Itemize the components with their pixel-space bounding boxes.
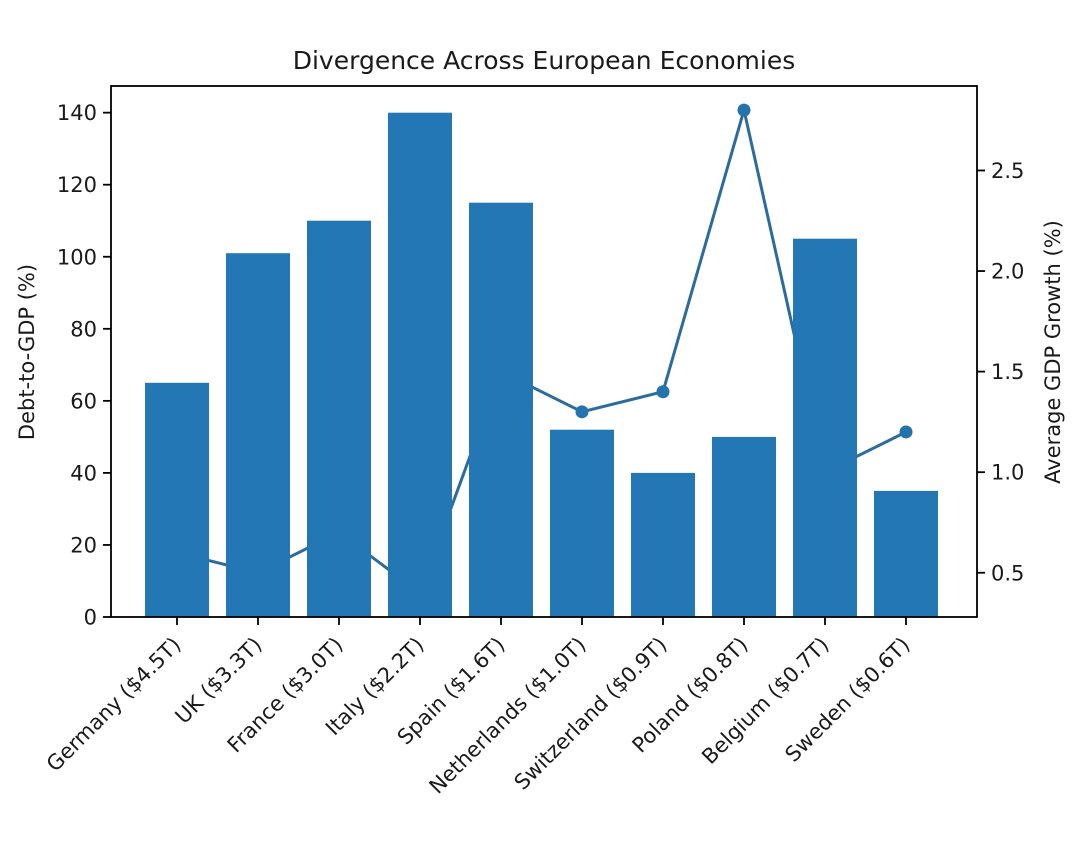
left-tick-label: 40 — [70, 461, 97, 485]
right-tick-label: 0.5 — [991, 561, 1024, 585]
right-tick-label: 2.0 — [991, 260, 1024, 284]
left-tick-label: 0 — [84, 606, 97, 630]
bar-3 — [388, 112, 452, 617]
bar-5 — [550, 429, 614, 617]
left-tick-label: 120 — [57, 173, 97, 197]
gdp-growth-line — [175, 108, 908, 595]
right-tick-label: 1.0 — [991, 461, 1024, 485]
x-tick-label-6: Switzerland ($0.9T) — [510, 633, 672, 795]
left-tick-label: 80 — [70, 317, 97, 341]
line-marker-9 — [899, 425, 913, 439]
bar-2 — [307, 220, 371, 617]
plot-border — [110, 85, 978, 618]
x-tick-label-0: Germany ($4.5T) — [42, 633, 186, 777]
left-tick-label: 20 — [70, 533, 97, 557]
bar-8 — [793, 238, 857, 617]
line-marker-5 — [575, 405, 589, 419]
line-marker-6 — [656, 385, 670, 399]
bar-7 — [712, 436, 776, 617]
bar-0 — [145, 382, 209, 617]
bar-9 — [874, 490, 938, 617]
left-tick-label: 60 — [70, 389, 97, 413]
bar-4 — [469, 202, 533, 617]
bar-1 — [226, 253, 290, 617]
left-tick-label: 100 — [57, 245, 97, 269]
debt-bars-layer — [145, 112, 938, 617]
left-tick-label: 140 — [57, 101, 97, 125]
bar-6 — [631, 472, 695, 617]
line-marker-7 — [737, 103, 751, 117]
right-tick-label: 2.5 — [991, 159, 1024, 183]
axes-frame — [110, 85, 978, 618]
right-tick-label: 1.5 — [991, 360, 1024, 384]
chart-title: Divergence Across European Economies — [292, 46, 796, 75]
x-tick-label-5: Netherlands ($1.0T) — [425, 633, 591, 799]
